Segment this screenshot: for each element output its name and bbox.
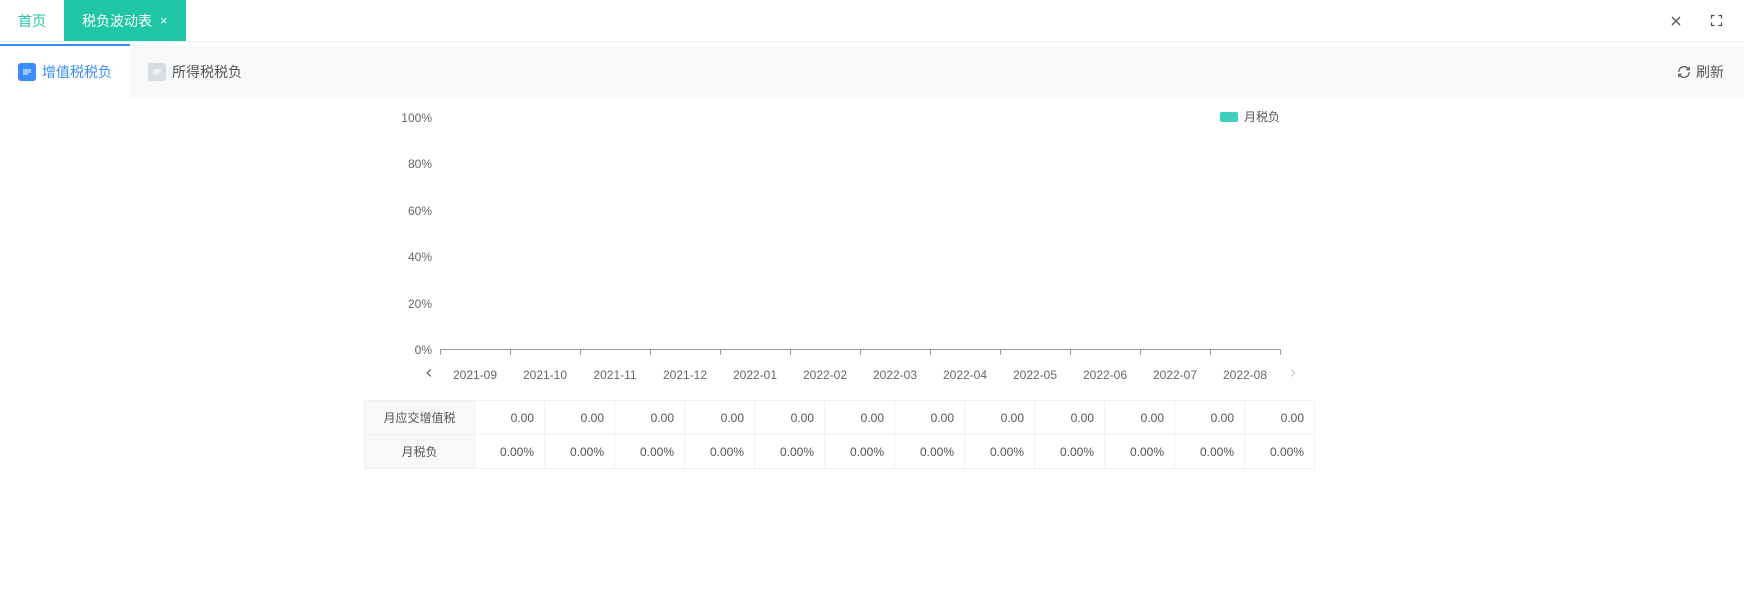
sub-tab-icon <box>148 63 166 81</box>
table-cell: 0.00% <box>965 435 1035 469</box>
table-cell: 0.00% <box>615 435 685 469</box>
table-cell: 0.00 <box>475 401 545 435</box>
table-cell: 0.00 <box>545 401 615 435</box>
chevron-right-icon <box>1286 366 1300 380</box>
x-label: 2022-07 <box>1153 368 1197 382</box>
chart-plot <box>440 118 1280 350</box>
close-all-button[interactable] <box>1662 7 1690 35</box>
chart-area: 月税负 0%20%40%60%80%100% 2021-092021-10202… <box>0 104 1744 469</box>
x-tick <box>860 349 861 355</box>
top-tab-home[interactable]: 首页 <box>0 0 64 41</box>
x-label: 2022-06 <box>1083 368 1127 382</box>
table-row: 月应交增值税0.000.000.000.000.000.000.000.000.… <box>365 401 1315 435</box>
table-cell: 0.00% <box>1175 435 1245 469</box>
y-tick: 20% <box>382 297 432 311</box>
chart-prev-button[interactable] <box>422 366 436 384</box>
close-icon[interactable]: × <box>160 13 168 28</box>
table-row-head: 月税负 <box>365 435 475 469</box>
table-cell: 0.00 <box>685 401 755 435</box>
sub-tabs: 增值税税负 所得税税负 <box>0 46 260 98</box>
table-cell: 0.00% <box>1035 435 1105 469</box>
top-tab-active-label: 税负波动表 <box>82 11 152 31</box>
table-cell: 0.00% <box>895 435 965 469</box>
x-tick <box>1000 349 1001 355</box>
table-row: 月税负0.00%0.00%0.00%0.00%0.00%0.00%0.00%0.… <box>365 435 1315 469</box>
refresh-icon <box>1677 65 1691 79</box>
table-cell: 0.00 <box>825 401 895 435</box>
x-tick <box>790 349 791 355</box>
table-cell: 0.00 <box>895 401 965 435</box>
y-tick: 60% <box>382 204 432 218</box>
table-cell: 0.00% <box>1105 435 1175 469</box>
x-tick <box>510 349 511 355</box>
x-tick <box>580 349 581 355</box>
table-cell: 0.00% <box>545 435 615 469</box>
x-tick <box>930 349 931 355</box>
chart-plot-wrapper: 0%20%40%60%80%100% <box>440 104 1280 364</box>
sub-tab-label: 所得税税负 <box>172 62 242 82</box>
chart-y-axis: 0% 20% 40% 60% 80% 100% <box>382 104 432 364</box>
y-tick: 100% <box>382 111 432 125</box>
table-cell: 0.00 <box>615 401 685 435</box>
sub-tab-0[interactable]: 增值税税负 <box>0 46 130 98</box>
x-label: 2022-08 <box>1223 368 1267 382</box>
table-cell: 0.00 <box>1245 401 1315 435</box>
table-cell: 0.00 <box>965 401 1035 435</box>
x-label: 2021-09 <box>453 368 497 382</box>
y-tick: 40% <box>382 250 432 264</box>
table-cell: 0.00% <box>685 435 755 469</box>
x-tick <box>1070 349 1071 355</box>
x-label: 2022-04 <box>943 368 987 382</box>
x-tick <box>1280 349 1281 355</box>
chart-x-labels: 2021-09 2021-10 2021-11 2021-12 2022-01 2022-… <box>440 368 1280 394</box>
table-cell: 0.00 <box>1105 401 1175 435</box>
refresh-label: 刷新 <box>1696 62 1724 82</box>
sub-tab-label: 增值税税负 <box>42 62 112 82</box>
table-cell: 0.00 <box>1175 401 1245 435</box>
x-tick <box>440 349 441 355</box>
sub-tab-1[interactable]: 所得税税负 <box>130 46 260 98</box>
refresh-button[interactable]: 刷新 <box>1677 62 1724 82</box>
x-tick <box>650 349 651 355</box>
x-label: 2021-12 <box>663 368 707 382</box>
fullscreen-button[interactable] <box>1702 7 1730 35</box>
table-cell: 0.00 <box>1035 401 1105 435</box>
x-label: 2022-02 <box>803 368 847 382</box>
chart-next-button[interactable] <box>1286 366 1300 384</box>
x-label: 2022-03 <box>873 368 917 382</box>
x-icon <box>1668 13 1684 29</box>
table-cell: 0.00% <box>755 435 825 469</box>
top-right-controls <box>1662 0 1744 41</box>
x-tick <box>1210 349 1211 355</box>
x-label: 2021-10 <box>523 368 567 382</box>
top-tab-strip: 首页 税负波动表 × <box>0 0 1744 42</box>
top-tab-active[interactable]: 税负波动表 × <box>64 0 186 41</box>
x-label: 2022-01 <box>733 368 777 382</box>
chevron-left-icon <box>422 366 436 380</box>
table-cell: 0.00 <box>755 401 825 435</box>
table-row-head: 月应交增值税 <box>365 401 475 435</box>
y-tick: 80% <box>382 157 432 171</box>
table-cell: 0.00% <box>1245 435 1315 469</box>
sub-tab-bar: 增值税税负 所得税税负 刷新 <box>0 46 1744 98</box>
fullscreen-icon <box>1709 13 1724 28</box>
top-tab-home-label: 首页 <box>18 11 46 31</box>
x-tick <box>720 349 721 355</box>
data-table: 月应交增值税0.000.000.000.000.000.000.000.000.… <box>364 400 1315 469</box>
x-label: 2022-05 <box>1013 368 1057 382</box>
y-tick: 0% <box>382 343 432 357</box>
table-cell: 0.00% <box>475 435 545 469</box>
x-tick <box>1140 349 1141 355</box>
sub-tab-icon <box>18 63 36 81</box>
x-label: 2021-11 <box>593 368 636 382</box>
table-cell: 0.00% <box>825 435 895 469</box>
